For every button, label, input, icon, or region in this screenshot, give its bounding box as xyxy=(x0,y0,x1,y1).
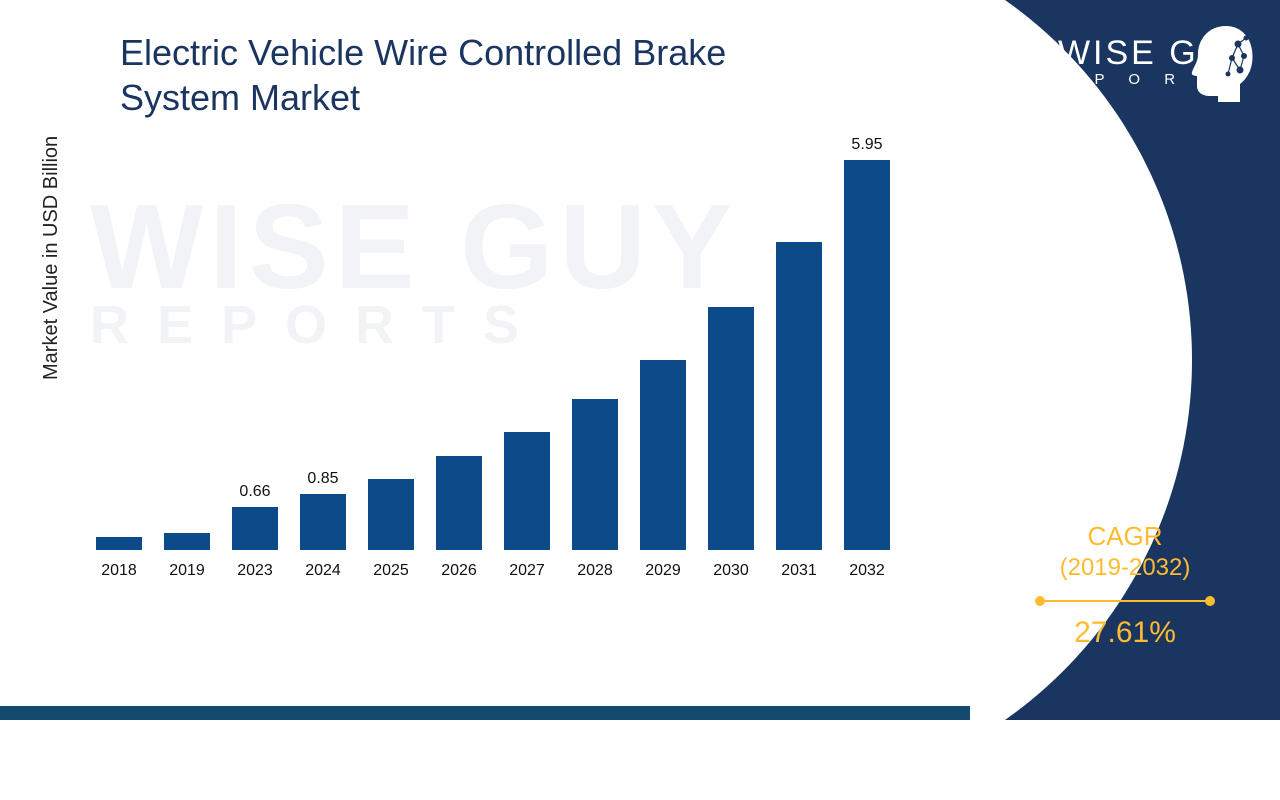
bar xyxy=(368,479,414,550)
y-axis-label: Market Value in USD Billion xyxy=(40,136,63,380)
bar xyxy=(708,307,754,550)
bar xyxy=(436,456,482,550)
cagr-divider xyxy=(1040,600,1210,602)
cagr-label: CAGR xyxy=(1010,521,1240,552)
bar-value-label: 0.85 xyxy=(293,470,353,488)
bottom-accent-bar xyxy=(0,706,970,720)
cagr-years: (2019-2032) xyxy=(1010,554,1240,582)
x-tick-label: 2029 xyxy=(633,562,693,580)
cagr-value: 27.61% xyxy=(1010,616,1240,650)
head-silhouette-icon xyxy=(1188,24,1258,102)
x-tick-label: 2024 xyxy=(293,562,353,580)
bar xyxy=(300,494,346,550)
x-tick-label: 2023 xyxy=(225,562,285,580)
x-tick-label: 2032 xyxy=(837,562,897,580)
x-tick-label: 2030 xyxy=(701,562,761,580)
brand-logo: WISE GUY R E P O R T S xyxy=(992,34,1252,124)
bar xyxy=(844,160,890,550)
bar xyxy=(572,399,618,550)
plot-area: 0.660.855.95 xyxy=(90,160,910,550)
bar-value-label: 5.95 xyxy=(837,136,897,154)
x-tick-label: 2019 xyxy=(157,562,217,580)
chart-title: Electric Vehicle Wire Controlled Brake S… xyxy=(120,30,800,120)
bar-value-label: 0.66 xyxy=(225,483,285,501)
bar-chart: 0.660.855.95 201820192023202420252026202… xyxy=(90,160,910,590)
x-tick-label: 2018 xyxy=(89,562,149,580)
bar xyxy=(232,507,278,550)
cagr-block: CAGR (2019-2032) 27.61% xyxy=(1010,521,1240,650)
x-tick-label: 2031 xyxy=(769,562,829,580)
bar xyxy=(776,242,822,550)
bar xyxy=(504,432,550,550)
bar xyxy=(640,360,686,550)
bar xyxy=(96,537,142,550)
x-tick-label: 2028 xyxy=(565,562,625,580)
bar xyxy=(164,533,210,550)
x-tick-label: 2027 xyxy=(497,562,557,580)
x-tick-label: 2026 xyxy=(429,562,489,580)
x-tick-label: 2025 xyxy=(361,562,421,580)
